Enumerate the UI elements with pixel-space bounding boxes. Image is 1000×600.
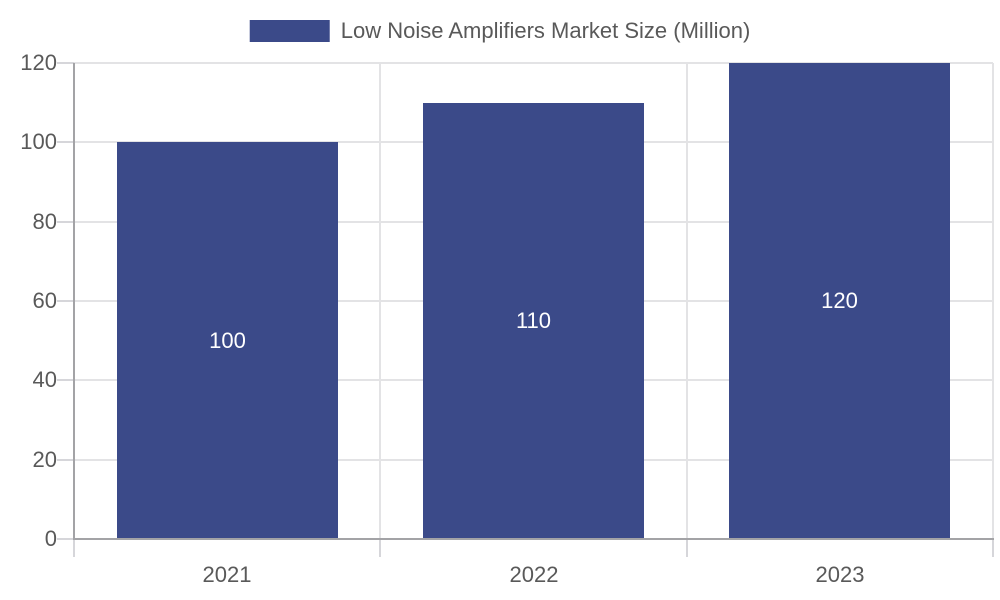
x-tick-0 [73,539,75,557]
x-tick-label-2021: 2021 [202,562,252,587]
y-tick-label-0: 0 [44,526,57,551]
v-gridline-1 [379,63,382,539]
v-gridline-2 [685,63,688,539]
y-tick-label-40: 40 [32,367,57,393]
legend[interactable]: Low Noise Amplifiers Market Size (Millio… [249,18,751,44]
v-gridline-3 [992,63,994,539]
x-tick-label-2023: 2023 [815,562,865,587]
h-gridline-120 [74,62,993,64]
x-tick-2 [685,539,688,557]
bar-2021[interactable]: 100 [117,142,338,539]
y-tick-80 [57,220,74,223]
y-tick-120 [57,62,74,64]
legend-swatch-icon [249,20,330,42]
y-tick-40 [57,379,74,382]
x-tick-1 [379,539,382,557]
bar-value-label-2023: 120 [821,288,858,313]
bar-value-label-2021: 100 [209,328,246,353]
y-tick-label-20: 20 [32,446,57,472]
y-tick-label-120: 120 [20,50,57,75]
y-tick-20 [57,458,74,461]
y-tick-label-80: 80 [32,208,57,234]
y-tick-label-60: 60 [32,288,57,313]
legend-label: Low Noise Amplifiers Market Size (Millio… [340,18,751,43]
y-tick-100 [57,141,74,144]
bar-value-label-2022: 110 [515,308,552,333]
bar-2023[interactable]: 120 [729,63,950,539]
x-tick-label-2022: 2022 [509,562,559,587]
y-tick-0 [57,538,74,540]
x-axis-line [73,538,994,540]
bar-2022[interactable]: 110 [423,103,644,539]
y-axis-line [73,63,75,540]
y-tick-60 [57,300,74,302]
x-tick-3 [992,539,994,557]
y-tick-label-100: 100 [20,129,57,155]
plot-area: 100 110 120 [57,62,994,557]
